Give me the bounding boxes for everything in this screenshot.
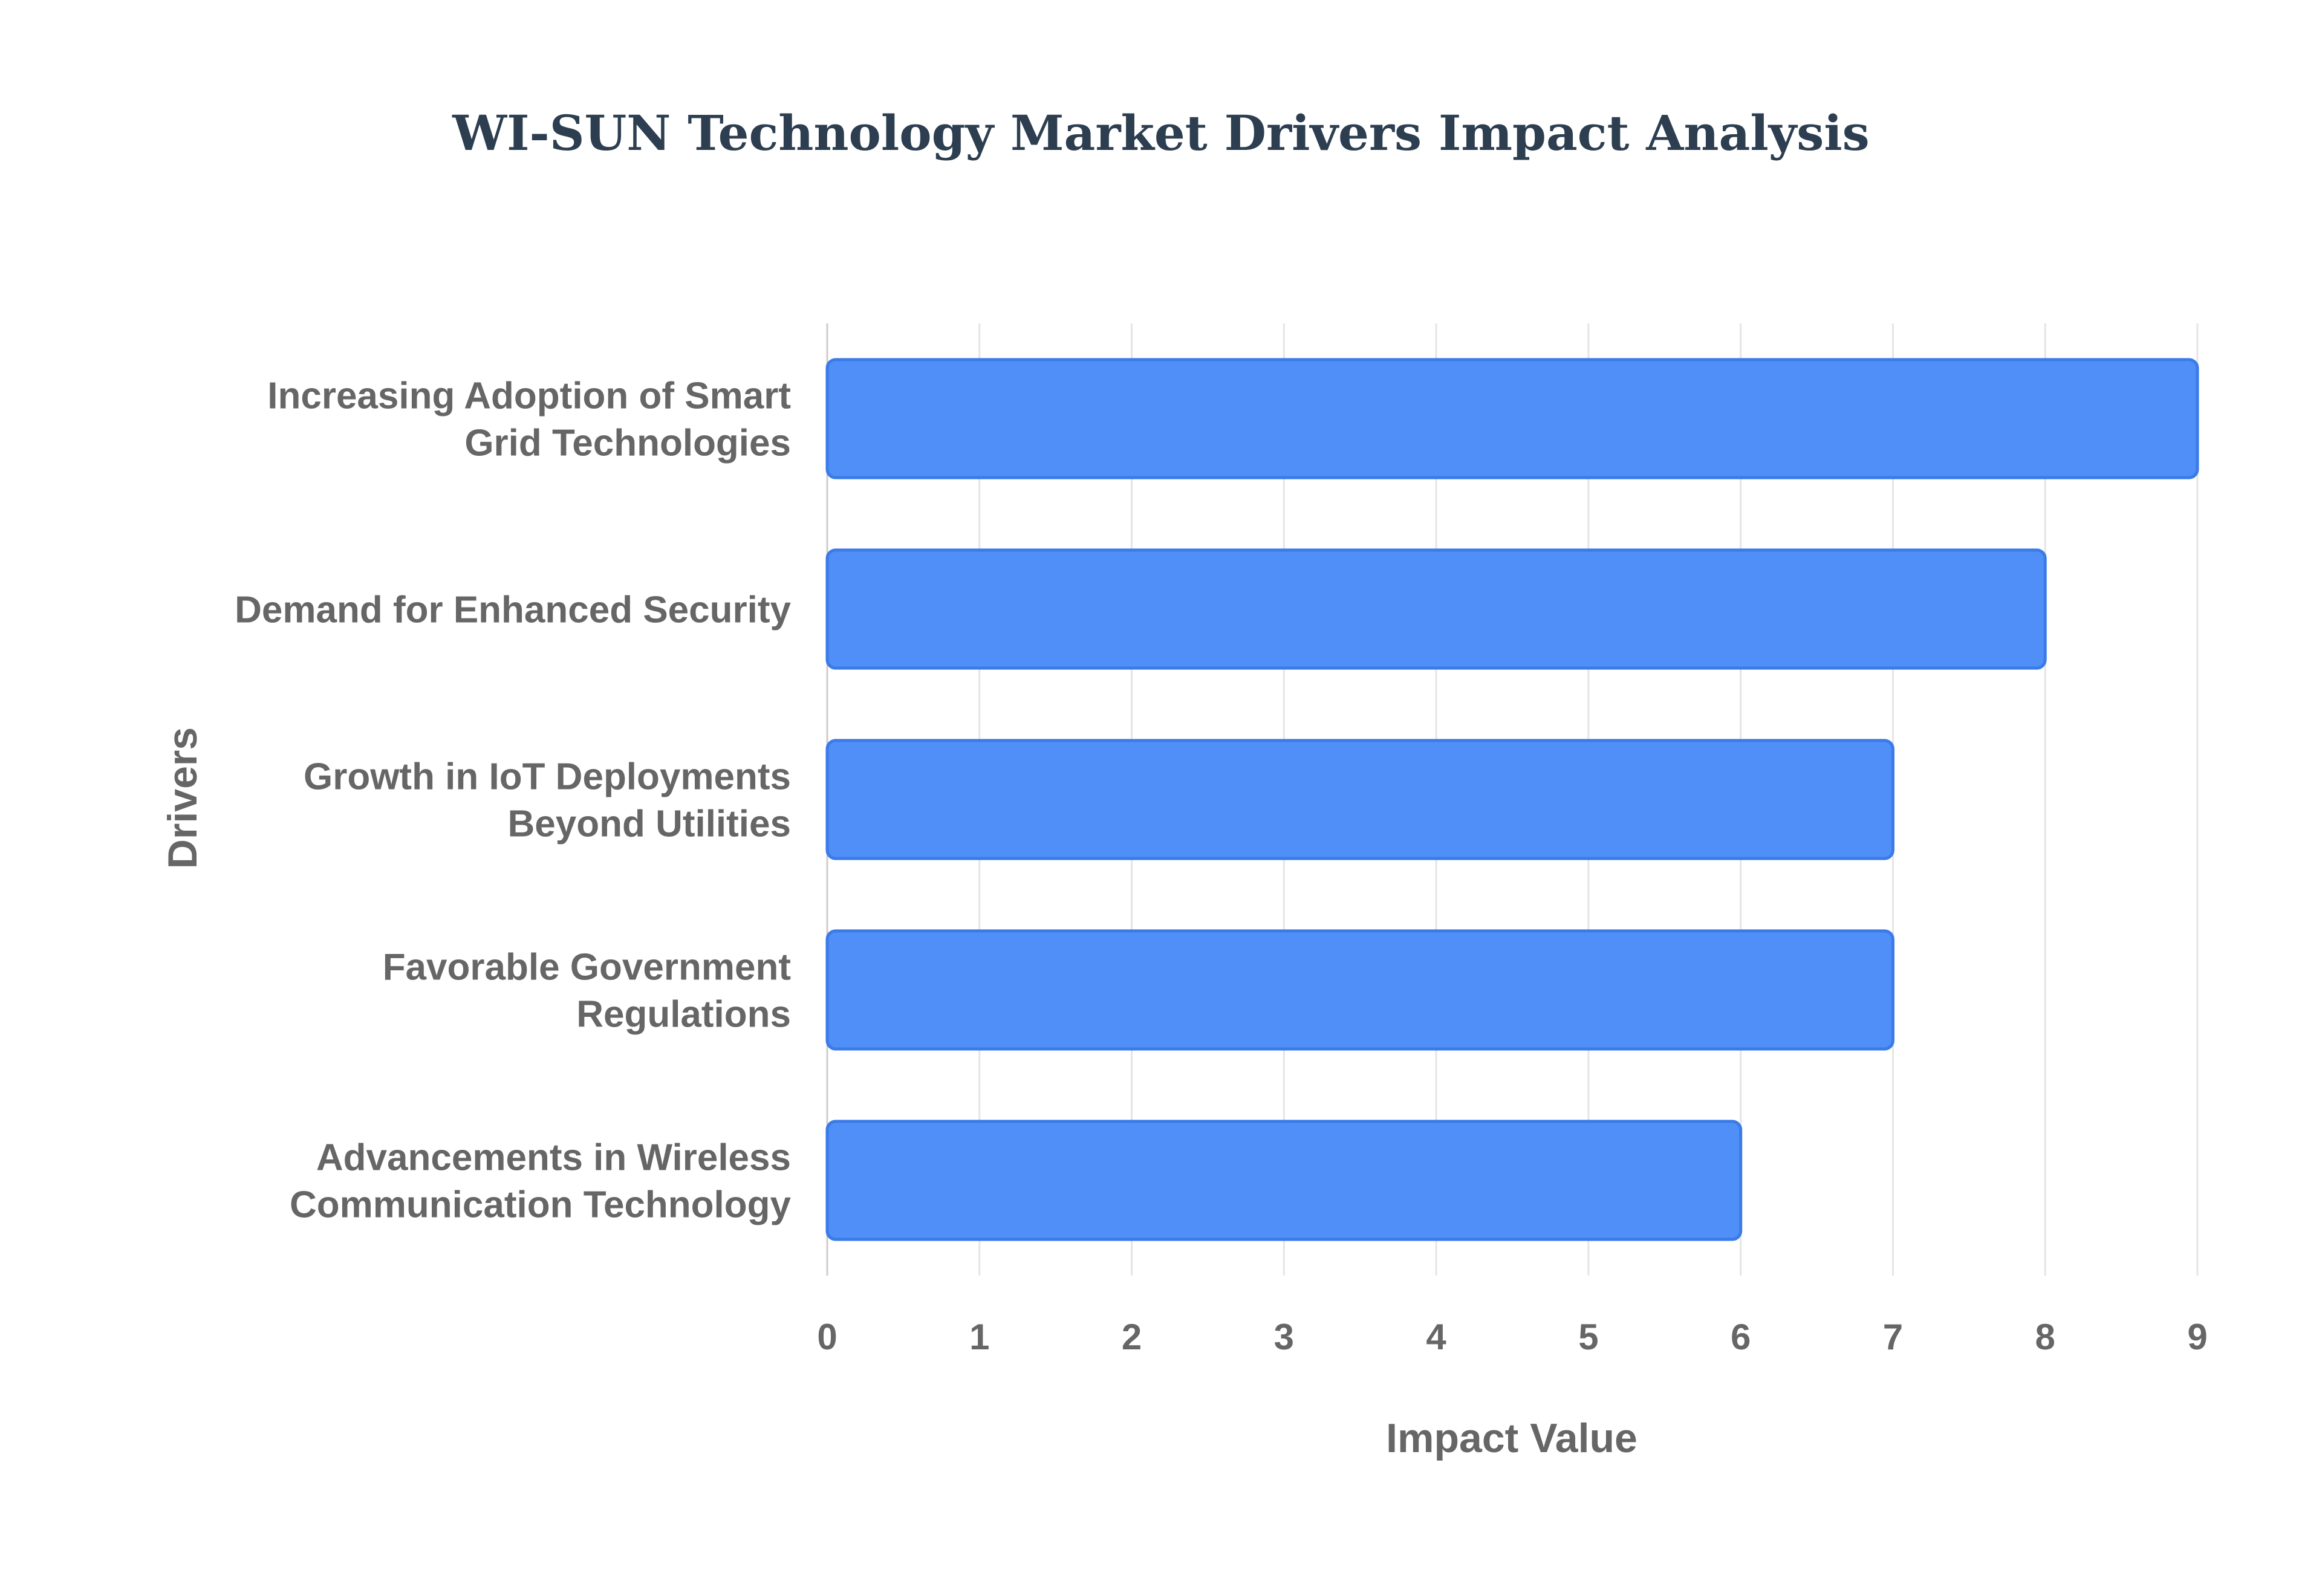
x-tick-label: 6 xyxy=(1731,1317,1751,1357)
category-label: Favorable Government Regulations xyxy=(383,947,791,1036)
x-tick-label: 5 xyxy=(1578,1317,1598,1357)
x-tick-label: 8 xyxy=(2035,1317,2055,1357)
bar xyxy=(825,548,2047,670)
category-label: Demand for Enhanced Security xyxy=(235,589,791,631)
bar xyxy=(825,739,1894,860)
bar xyxy=(825,1120,1743,1241)
x-tick-label: 7 xyxy=(1883,1317,1903,1357)
y-axis-title: Drivers xyxy=(160,727,206,869)
bar xyxy=(825,929,1894,1051)
category-label: Increasing Adoption of Smart Grid Technol… xyxy=(267,375,791,464)
bar xyxy=(825,358,2199,479)
category-label: Advancements in Wireless Communication Te… xyxy=(290,1137,791,1226)
x-tick-label: 1 xyxy=(969,1317,989,1357)
x-tick-label: 9 xyxy=(2187,1317,2207,1357)
bars xyxy=(825,358,2199,1241)
category-label: Growth in IoT Deployments Beyond Utilitie… xyxy=(304,756,791,845)
x-axis-title: Impact Value xyxy=(1386,1415,1637,1461)
x-tick-label: 3 xyxy=(1274,1317,1294,1357)
x-tick-label: 4 xyxy=(1426,1317,1446,1357)
x-tick-labels: 0 1 2 3 4 5 6 7 8 9 xyxy=(817,1317,2207,1357)
category-labels: Increasing Adoption of Smart Grid Technol… xyxy=(235,375,791,1226)
chart-title: WI-SUN Technology Market Drivers Impact … xyxy=(452,105,1869,161)
x-tick-label: 2 xyxy=(1122,1317,1142,1357)
x-tick-label: 0 xyxy=(817,1317,837,1357)
